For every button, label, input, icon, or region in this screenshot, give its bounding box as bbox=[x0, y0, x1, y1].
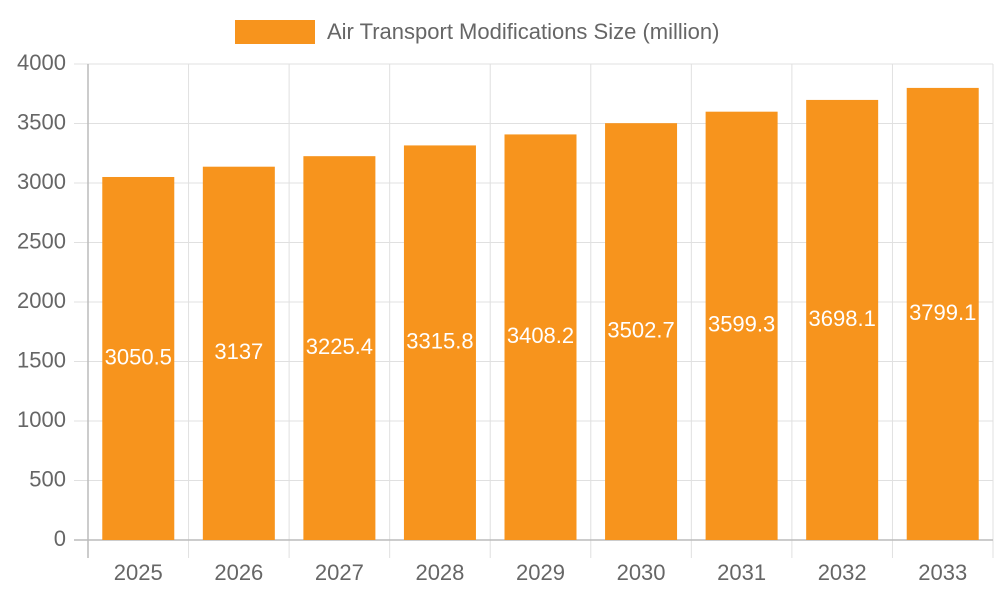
y-tick-label: 0 bbox=[54, 526, 66, 551]
y-tick-label: 3500 bbox=[17, 109, 66, 134]
bar bbox=[605, 123, 678, 540]
data-label: 3502.7 bbox=[607, 317, 674, 342]
x-tick-label: 2031 bbox=[717, 560, 766, 585]
bar bbox=[102, 176, 175, 541]
data-label: 3698.1 bbox=[809, 306, 876, 331]
x-tick-label: 2026 bbox=[214, 560, 263, 585]
bar bbox=[806, 99, 879, 541]
x-tick-label: 2032 bbox=[818, 560, 867, 585]
data-label: 3137 bbox=[214, 339, 263, 364]
bar bbox=[403, 145, 476, 540]
x-tick-label: 2029 bbox=[516, 560, 565, 585]
legend-swatch bbox=[235, 20, 315, 44]
x-tick-label: 2033 bbox=[918, 560, 967, 585]
bar bbox=[504, 134, 577, 540]
x-tick-label: 2027 bbox=[315, 560, 364, 585]
y-tick-label: 500 bbox=[29, 466, 66, 491]
data-label: 3408.2 bbox=[507, 323, 574, 348]
data-label: 3225.4 bbox=[306, 334, 373, 359]
x-tick-label: 2025 bbox=[114, 560, 163, 585]
y-tick-label: 1000 bbox=[17, 407, 66, 432]
y-tick-label: 3000 bbox=[17, 169, 66, 194]
data-label: 3050.5 bbox=[105, 344, 172, 369]
x-tick-label: 2028 bbox=[415, 560, 464, 585]
data-label: 3315.8 bbox=[406, 329, 473, 354]
bar bbox=[906, 87, 979, 540]
legend-label: Air Transport Modifications Size (millio… bbox=[327, 19, 719, 44]
y-tick-label: 2500 bbox=[17, 228, 66, 253]
data-label: 3599.3 bbox=[708, 312, 775, 337]
x-tick-label: 2030 bbox=[617, 560, 666, 585]
data-label: 3799.1 bbox=[909, 300, 976, 325]
bar bbox=[303, 156, 376, 540]
y-tick-label: 4000 bbox=[17, 50, 66, 75]
bar bbox=[705, 111, 778, 541]
y-tick-label: 1500 bbox=[17, 347, 66, 372]
bar bbox=[202, 166, 275, 540]
y-tick-label: 2000 bbox=[17, 288, 66, 313]
